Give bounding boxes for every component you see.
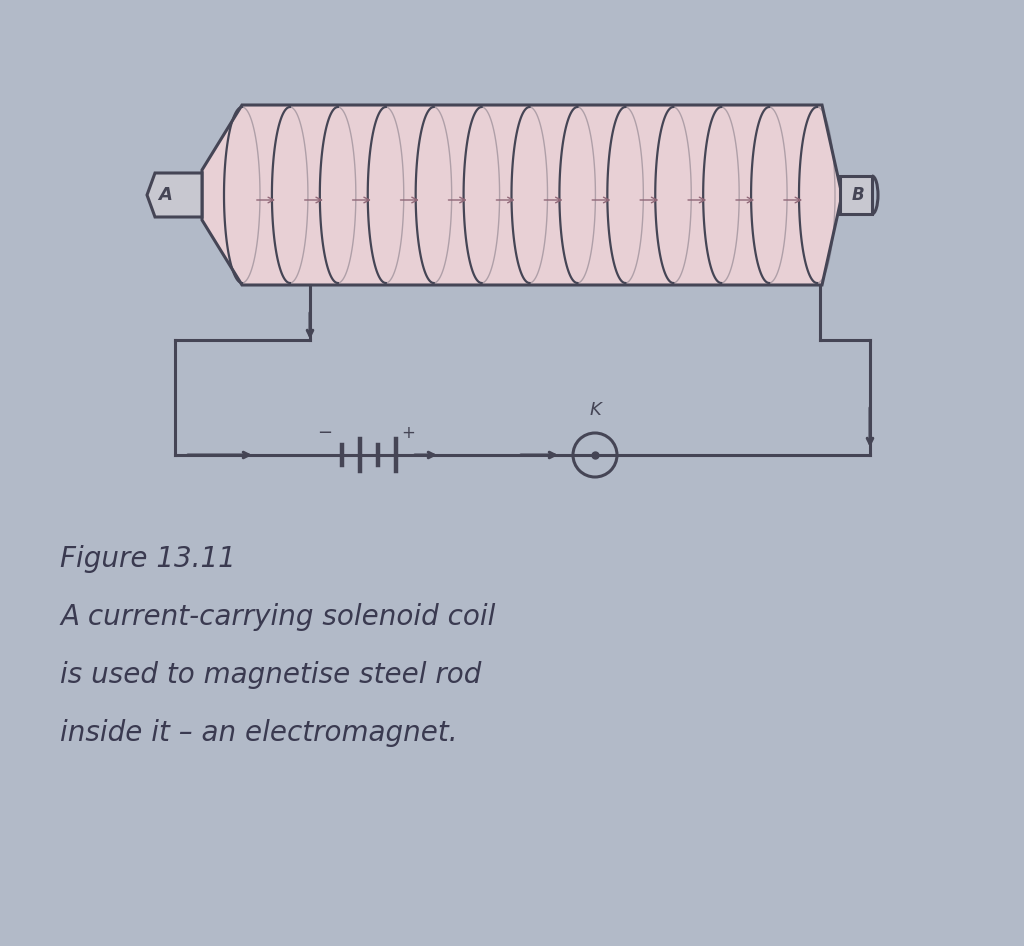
Polygon shape [202,105,842,285]
Text: K: K [589,401,601,419]
Text: is used to magnetise steel rod: is used to magnetise steel rod [60,661,481,689]
Text: A: A [158,186,172,204]
Text: −: − [317,424,333,442]
Text: A current-carrying solenoid coil: A current-carrying solenoid coil [60,603,496,631]
Polygon shape [840,176,872,214]
Text: +: + [401,424,415,442]
Text: B: B [852,186,864,204]
Text: inside it – an electromagnet.: inside it – an electromagnet. [60,719,458,747]
Text: Figure 13.11: Figure 13.11 [60,545,236,573]
Polygon shape [147,173,202,217]
